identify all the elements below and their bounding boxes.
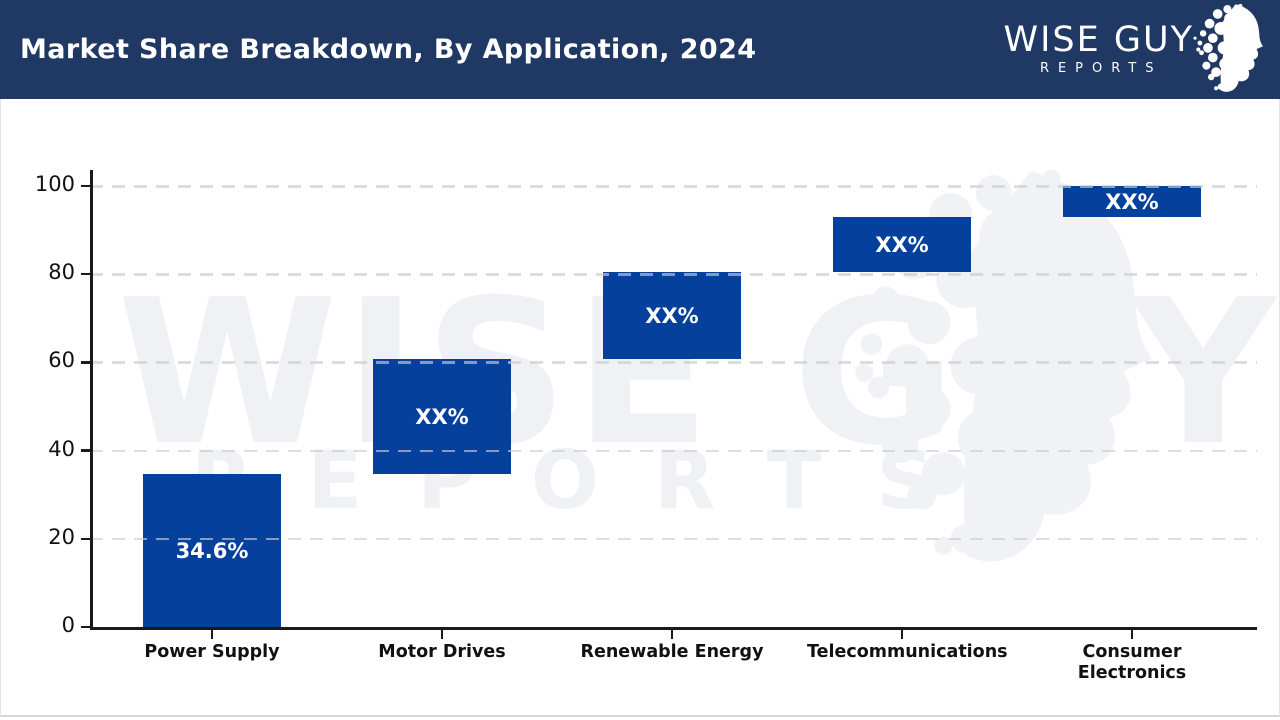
- logo-wordmark-main: WISE GUY: [1003, 20, 1194, 60]
- bar-value-label: XX%: [645, 303, 699, 328]
- x-tick-1: [210, 630, 214, 639]
- bottom-border: [0, 715, 1280, 717]
- gridline-60: [90, 361, 1257, 364]
- x-axis-label-consumer-electronics: Consumer Electronics: [1077, 642, 1187, 684]
- x-tick-4: [900, 630, 904, 639]
- x-axis-line: [90, 627, 1257, 630]
- y-tick-label-40: 40: [48, 436, 75, 461]
- gridline-80: [90, 273, 1257, 276]
- y-tick-20: [81, 537, 90, 541]
- y-tick-label-0: 0: [61, 613, 75, 637]
- x-tick-2: [440, 630, 444, 639]
- app-header: Market Share Breakdown, By Application, …: [0, 0, 1280, 99]
- bar-motor-drives: XX%: [373, 358, 511, 475]
- logo-wordmark: WISE GUY REPORTS: [1003, 20, 1194, 77]
- bar-telecommunications: XX%: [833, 217, 971, 273]
- wiseguy-face-icon: [1188, 1, 1270, 98]
- x-axis-label-power-supply: Power Supply: [144, 642, 280, 662]
- y-tick-100: [81, 184, 90, 188]
- logo-wordmark-sub: REPORTS: [1039, 61, 1163, 76]
- gridline-20: [90, 537, 1257, 541]
- y-tick-label-60: 60: [48, 348, 75, 373]
- page-title: Market Share Breakdown, By Application, …: [20, 34, 757, 65]
- x-axis-label-renewable-energy: Renewable Energy: [580, 642, 764, 662]
- watermark-wordmark-sub: REPORTS: [191, 434, 990, 527]
- x-tick-3: [670, 630, 674, 639]
- y-tick-label-20: 20: [48, 524, 75, 549]
- y-tick-40: [81, 449, 90, 452]
- y-tick-60: [81, 361, 90, 364]
- bar-power-supply: 34.6%: [143, 474, 281, 627]
- bar-value-label: XX%: [415, 404, 469, 429]
- bar-value-label: XX%: [875, 232, 929, 257]
- x-axis-label-motor-drives: Motor Drives: [378, 642, 506, 662]
- x-axis-label-telecommunications: Telecommunications: [807, 642, 1008, 662]
- wiseguy-logo: WISE GUY REPORTS: [1003, 1, 1270, 98]
- gridline-40: [90, 449, 1257, 453]
- y-axis-line: [90, 170, 93, 630]
- y-tick-80: [81, 272, 90, 276]
- x-tick-5: [1130, 630, 1134, 639]
- y-tick-label-80: 80: [48, 260, 75, 285]
- y-tick-0: [81, 625, 90, 629]
- bar-value-label: 34.6%: [175, 538, 249, 563]
- bar-value-label: XX%: [1105, 189, 1159, 214]
- gridline-100: [90, 185, 1257, 188]
- y-tick-label-100: 100: [34, 172, 75, 196]
- chart-area: WISE GUY REPORTS 34.6% XX% XX% XX% XX% 0 20 40 6…: [0, 99, 1280, 714]
- bar-renewable-energy: XX%: [603, 272, 741, 359]
- bar-consumer-electronics: XX%: [1063, 186, 1201, 218]
